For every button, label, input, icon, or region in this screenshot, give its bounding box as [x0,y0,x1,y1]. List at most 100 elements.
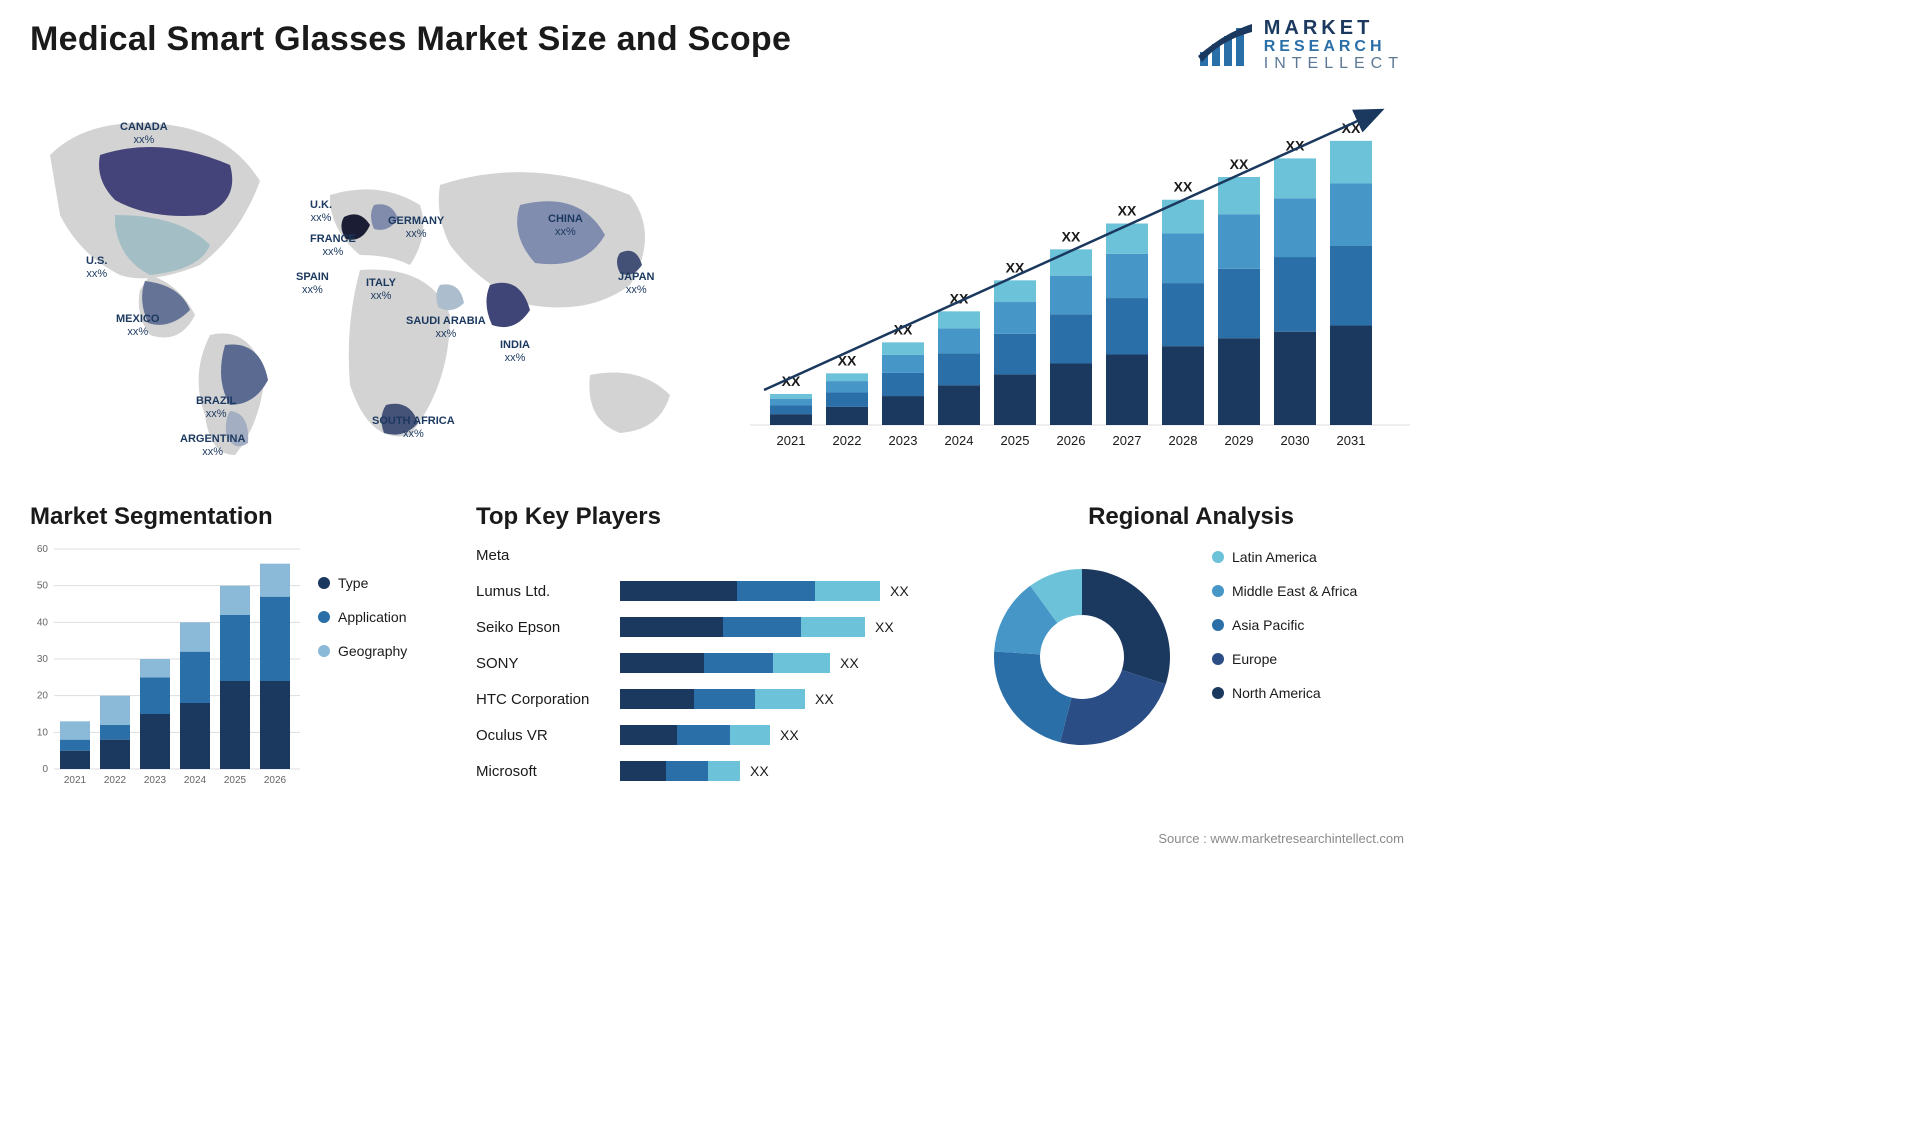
trend-bar-seg [882,342,924,354]
map-label: MEXICOxx% [116,313,159,338]
map-label: INDIAxx% [500,339,530,364]
player-bar-seg [620,689,694,709]
player-bar [620,617,865,637]
player-bar-seg [730,725,771,745]
seg-ytick: 50 [37,581,49,592]
regional-title: Regional Analysis [972,503,1410,531]
trend-bar-label: XX [1174,179,1193,195]
segmentation-legend: Type Application Geography [318,539,407,789]
map-label: ITALYxx% [366,277,396,302]
trend-bar-seg [770,399,812,406]
trend-bar-seg [1218,269,1260,338]
player-bar-seg [755,689,805,709]
player-bar-seg [666,761,708,781]
donut-slice [1060,670,1166,745]
trend-year-label: 2021 [777,433,806,448]
seg-ytick: 60 [37,544,49,555]
trend-bar-seg [770,414,812,425]
trend-year-label: 2024 [945,433,974,448]
segmentation-title: Market Segmentation [30,503,440,531]
player-bar-seg [677,725,730,745]
trend-year-label: 2022 [833,433,862,448]
seg-bar-seg [180,703,210,769]
seg-year-label: 2023 [144,775,167,786]
trend-bar-seg [882,355,924,373]
trend-bar-seg [994,374,1036,425]
trend-bar-seg [882,373,924,396]
seg-bar-seg [60,721,90,739]
trend-bar-label: XX [1062,228,1081,244]
trend-bar-seg [1218,214,1260,269]
trend-bar-seg [826,407,868,425]
trend-year-label: 2026 [1057,433,1086,448]
players-title: Top Key Players [476,503,936,531]
seg-bar-seg [100,696,130,725]
trend-bar-seg [1274,257,1316,332]
player-bar-seg [620,581,737,601]
regional-legend-item: Europe [1212,651,1357,667]
player-bar-value: XX [815,691,834,707]
segmentation-stacked-bar-chart: 0102030405060202120222023202420252026 [30,539,300,789]
logo-text-1: MARKET [1264,18,1404,39]
trend-year-label: 2027 [1113,433,1142,448]
trend-bar-seg [826,381,868,392]
player-bar-value: XX [875,619,894,635]
brand-logo-icon [1198,22,1254,68]
regional-legend-item: Asia Pacific [1212,617,1357,633]
seg-bar-seg [140,659,170,677]
seg-bar-seg [220,615,250,681]
player-bar-seg [620,653,704,673]
trend-year-label: 2029 [1225,433,1254,448]
seg-bar-seg [260,564,290,597]
trend-bar-seg [1106,224,1148,254]
legend-dot-icon [318,577,330,589]
seg-bar-seg [220,586,250,615]
seg-year-label: 2022 [104,775,127,786]
brand-logo: MARKET RESEARCH INTELLECT [1198,18,1404,73]
legend-label: Type [338,575,368,591]
player-bar-row: XX [620,615,936,639]
source-attribution: Source : www.marketresearchintellect.com [1158,831,1404,846]
player-label: Microsoft [476,759,606,783]
trend-bar-seg [770,394,812,399]
regional-legend-item: Latin America [1212,549,1357,565]
map-label: BRAZILxx% [196,395,236,420]
seg-bar-seg [60,740,90,751]
seg-year-label: 2021 [64,775,87,786]
trend-year-label: 2025 [1001,433,1030,448]
map-label: U.K.xx% [310,199,332,224]
player-bar-value: XX [840,655,859,671]
player-bar-row: XX [620,651,936,675]
legend-dot-icon [1212,687,1224,699]
player-bar [620,725,770,745]
trend-bar-seg [1162,346,1204,425]
legend-label: Geography [338,643,407,659]
player-bar-seg [708,761,740,781]
player-label: Lumus Ltd. [476,579,606,603]
trend-bar-seg [1218,338,1260,425]
seg-ytick: 40 [37,617,49,628]
seg-bar-seg [140,714,170,769]
seg-ytick: 0 [42,764,48,775]
legend-label: North America [1232,685,1321,701]
regional-panel: Regional Analysis Latin AmericaMiddle Ea… [972,503,1410,803]
segmentation-legend-item: Geography [318,643,407,659]
trend-year-label: 2023 [889,433,918,448]
regional-legend: Latin AmericaMiddle East & AfricaAsia Pa… [1212,539,1357,759]
trend-bar-seg [1162,234,1204,284]
legend-dot-icon [1212,585,1224,597]
map-label: CANADAxx% [120,121,168,146]
segmentation-legend-item: Application [318,609,407,625]
logo-text-3: INTELLECT [1264,56,1404,73]
legend-label: Application [338,609,407,625]
trend-bar-seg [1274,158,1316,198]
legend-dot-icon [1212,619,1224,631]
legend-dot-icon [318,611,330,623]
player-bar [620,689,805,709]
player-bar-row: XX [620,723,936,747]
player-bar-row: XX [620,579,936,603]
trend-bar-seg [826,392,868,406]
legend-dot-icon [318,645,330,657]
player-bar-seg [620,725,677,745]
player-bar-seg [620,617,723,637]
